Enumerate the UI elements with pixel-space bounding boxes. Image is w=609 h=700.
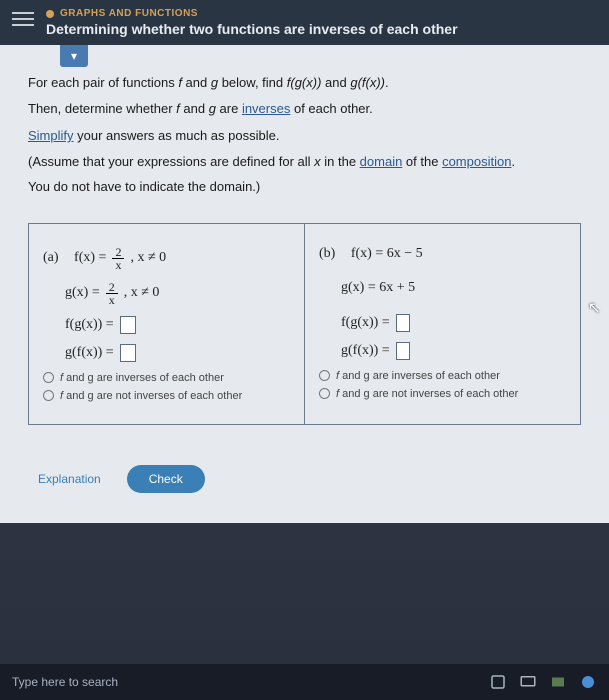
fraction: 2x bbox=[106, 281, 118, 306]
taskbar-search[interactable]: Type here to search bbox=[12, 675, 118, 689]
frac-num: 2 bbox=[106, 281, 118, 294]
explanation-button[interactable]: Explanation bbox=[28, 466, 111, 492]
instr-text: . bbox=[385, 75, 389, 90]
answer-input-gf-a[interactable] bbox=[120, 344, 136, 362]
instr-text: are bbox=[216, 101, 242, 116]
math-text: g(x) = bbox=[65, 285, 100, 301]
instr-text: of each other. bbox=[290, 101, 372, 116]
math-text: f(g(x)) = bbox=[341, 315, 390, 331]
taskbar-app-icon[interactable] bbox=[519, 673, 537, 691]
column-a: (a) f(x) = 2x , x ≠ 0 g(x) = 2x , x ≠ 0 … bbox=[29, 224, 305, 424]
radio-label: and g are not inverses of each other bbox=[63, 390, 242, 402]
menu-icon[interactable] bbox=[12, 12, 34, 26]
radio-label: and g are inverses of each other bbox=[63, 372, 224, 384]
link-domain[interactable]: domain bbox=[360, 154, 403, 169]
instr-text: and bbox=[180, 101, 209, 116]
taskbar-app-icon[interactable] bbox=[579, 673, 597, 691]
app-header: GRAPHS AND FUNCTIONS Determining whether… bbox=[0, 0, 609, 45]
taskbar-icons bbox=[489, 673, 597, 691]
instr-text: your answers as much as possible. bbox=[74, 128, 280, 143]
breadcrumb-label: GRAPHS AND FUNCTIONS bbox=[60, 8, 198, 19]
radio-row[interactable]: f and g are inverses of each other bbox=[43, 372, 290, 384]
header-text: GRAPHS AND FUNCTIONS Determining whether… bbox=[46, 8, 597, 37]
page-title: Determining whether two functions are in… bbox=[46, 21, 597, 37]
instr-text: For each pair of functions bbox=[28, 75, 178, 90]
radio-label: and g are not inverses of each other bbox=[339, 388, 518, 400]
math-text: g(f(x)) = bbox=[65, 345, 114, 361]
column-b: (b) f(x) = 6x − 5 g(x) = 6x + 5 f(g(x)) … bbox=[305, 224, 580, 424]
link-simplify[interactable]: Simplify bbox=[28, 128, 74, 143]
instructions: For each pair of functions f and g below… bbox=[0, 45, 609, 215]
instr-text: g(f(x)) bbox=[350, 75, 385, 90]
taskbar: Type here to search bbox=[0, 664, 609, 700]
taskbar-app-icon[interactable] bbox=[489, 673, 507, 691]
chevron-down-icon: ▾ bbox=[71, 49, 77, 63]
math-text: , x ≠ 0 bbox=[130, 250, 166, 266]
instr-text: You do not have to indicate the domain.) bbox=[28, 177, 581, 197]
instr-text: and bbox=[182, 75, 211, 90]
breadcrumb: GRAPHS AND FUNCTIONS bbox=[46, 8, 597, 19]
instr-text: Then, determine whether bbox=[28, 101, 176, 116]
button-row: Explanation Check bbox=[0, 445, 609, 523]
frac-den: x bbox=[106, 294, 118, 306]
radio-icon[interactable] bbox=[43, 372, 54, 383]
taskbar-app-icon[interactable] bbox=[549, 673, 567, 691]
problem-table: (a) f(x) = 2x , x ≠ 0 g(x) = 2x , x ≠ 0 … bbox=[28, 223, 581, 425]
instr-text: in the bbox=[321, 154, 360, 169]
radio-icon[interactable] bbox=[43, 390, 54, 401]
answer-input-fg-a[interactable] bbox=[120, 316, 136, 334]
part-label: (b) bbox=[319, 246, 335, 262]
frac-den: x bbox=[112, 259, 124, 271]
content-wrap: ▾ For each pair of functions f and g bel… bbox=[0, 45, 609, 523]
link-composition[interactable]: composition bbox=[442, 154, 511, 169]
math-text: g(f(x)) = bbox=[341, 343, 390, 359]
instr-text: . bbox=[511, 154, 515, 169]
math-text: f(x) = 6x − 5 bbox=[351, 246, 423, 262]
instr-text: and bbox=[321, 75, 350, 90]
radio-row[interactable]: f and g are not inverses of each other bbox=[319, 388, 566, 400]
part-label: (a) bbox=[43, 250, 59, 266]
breadcrumb-dot-icon bbox=[46, 10, 54, 18]
math-text: g(x) = 6x + 5 bbox=[341, 280, 415, 296]
cursor-icon: ↖ bbox=[588, 298, 601, 318]
radio-row[interactable]: f and g are not inverses of each other bbox=[43, 390, 290, 402]
math-text: f(g(x)) = bbox=[65, 317, 114, 333]
radio-row[interactable]: f and g are inverses of each other bbox=[319, 370, 566, 382]
math-text: , x ≠ 0 bbox=[124, 285, 160, 301]
radio-label: and g are inverses of each other bbox=[339, 370, 500, 382]
answer-input-gf-b[interactable] bbox=[396, 342, 410, 360]
fraction: 2x bbox=[112, 246, 124, 271]
radio-icon[interactable] bbox=[319, 388, 330, 399]
instr-text: (Assume that your expressions are define… bbox=[28, 154, 314, 169]
math-text: f(x) = bbox=[74, 250, 106, 266]
check-button[interactable]: Check bbox=[127, 465, 205, 493]
instr-text: f(g(x)) bbox=[287, 75, 322, 90]
answer-input-fg-b[interactable] bbox=[396, 314, 410, 332]
dropdown-tab[interactable]: ▾ bbox=[60, 45, 88, 67]
radio-icon[interactable] bbox=[319, 370, 330, 381]
content-panel: ▾ For each pair of functions f and g bel… bbox=[0, 45, 609, 523]
instr-text: below, find bbox=[218, 75, 287, 90]
frac-num: 2 bbox=[112, 246, 124, 259]
link-inverses[interactable]: inverses bbox=[242, 101, 290, 116]
instr-text: of the bbox=[402, 154, 442, 169]
